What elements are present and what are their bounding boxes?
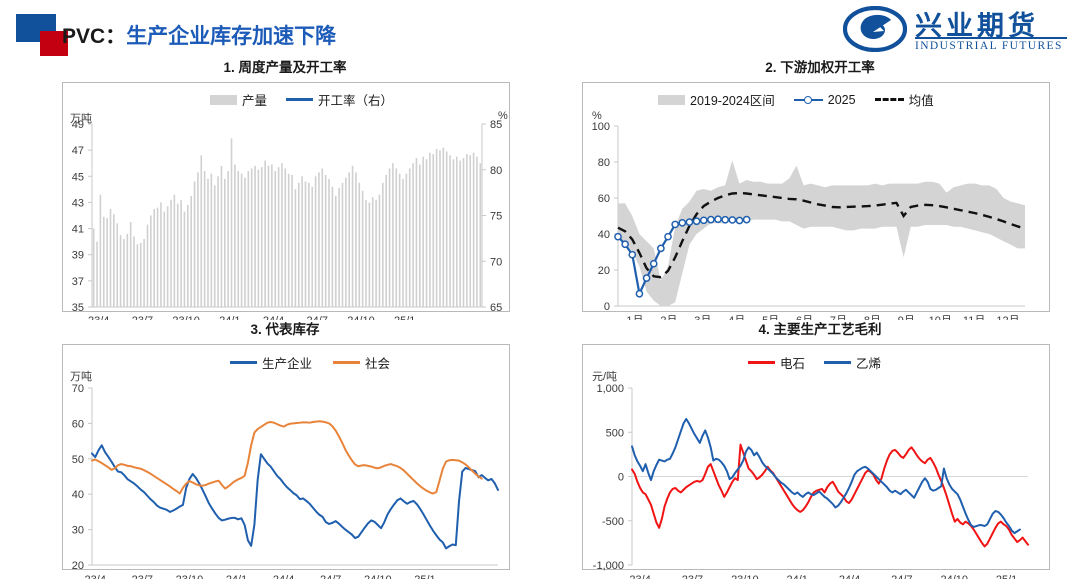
- legend-swatch-band-icon: [658, 94, 685, 105]
- chart-4-xtick: 23/10: [731, 574, 759, 579]
- chart-3-xtick: 24/7: [320, 574, 341, 579]
- chart-4-y-unit: 元/吨: [592, 371, 618, 383]
- chart-2-y-unit: %: [592, 110, 602, 122]
- chart-panel-2: 2. 下游加权开工率 2019-2024区间 2025 均值 % 0 20 40 60…: [570, 58, 1070, 320]
- chart-4-xtick: 24/4: [839, 574, 860, 579]
- legend-swatch-producer-icon: [230, 361, 257, 364]
- legend-item-social: 社会: [333, 353, 390, 372]
- legend-item-mean: 均值: [874, 90, 934, 109]
- chart-panel-3: 3. 代表库存 生产企业 社会 万吨 20304050607023/423/72…: [30, 320, 540, 579]
- chart-4-title: 4. 主要生产工艺毛利: [758, 322, 882, 337]
- chart-4-legend: 电石 乙烯: [748, 353, 881, 372]
- logo-english-name: INDUSTRIAL FUTURES: [915, 40, 1063, 52]
- legend-swatch-bar-icon: [210, 94, 237, 105]
- chart-3-xtick: 24/4: [273, 574, 294, 579]
- legend-label-social: 社会: [365, 357, 391, 371]
- chart-4-xtick: 24/1: [786, 574, 807, 579]
- legend-swatch-dashed-icon: [874, 98, 904, 101]
- legend-label-mean: 均值: [908, 94, 934, 108]
- chart-4-xtick: 24/7: [891, 574, 912, 579]
- company-logo: 兴业期货 INDUSTRIAL FUTURES: [843, 4, 1068, 56]
- chart-4-xtick: 23/4: [629, 574, 650, 579]
- chart-2-legend: 2019-2024区间 2025 均值: [658, 90, 934, 109]
- legend-label-2025: 2025: [827, 92, 856, 107]
- legend-label-rate: 开工率（右）: [318, 94, 394, 108]
- chart-3-y-unit: 万吨: [70, 371, 92, 383]
- legend-item-carbide: 电石: [748, 353, 805, 372]
- legend-swatch-social-icon: [333, 361, 361, 364]
- page-header: PVC：生产企业库存加速下降 兴业期货 INDUSTRIAL FUTURES: [0, 0, 1080, 58]
- page-title: PVC：生产企业库存加速下降: [62, 20, 336, 50]
- chart-1-y-unit-right: %: [498, 110, 508, 122]
- legend-item-range: 2019-2024区间: [658, 90, 775, 109]
- legend-label-carbide: 电石: [780, 357, 806, 371]
- chart-3-xtick: 25/1: [414, 574, 435, 579]
- logo-chinese-name: 兴业期货: [915, 11, 1039, 42]
- chart-3-title: 3. 代表库存: [250, 322, 320, 337]
- chart-3-xtick: 23/7: [132, 574, 153, 579]
- legend-item-2025: 2025: [793, 92, 856, 107]
- chart-4-xtick: 25/1: [996, 574, 1017, 579]
- chart-1-title: 1. 周度产量及开工率: [223, 60, 347, 75]
- chart-1-y-unit-left: 万吨: [70, 113, 92, 125]
- chart-4-xtick: 23/7: [682, 574, 703, 579]
- legend-swatch-carbide-icon: [748, 361, 775, 364]
- chart-1-legend: 产量 开工率（右）: [210, 90, 393, 109]
- chart-panel-4: 4. 主要生产工艺毛利 电石 乙烯 元/吨 -1,000 -500 0 500 1,00…: [570, 320, 1070, 579]
- legend-swatch-line-icon: [286, 98, 314, 101]
- legend-label-producer: 生产企业: [262, 357, 313, 371]
- legend-label-output: 产量: [242, 94, 268, 108]
- legend-swatch-ethylene-icon: [824, 361, 852, 364]
- page-title-prefix: PVC：: [62, 25, 127, 48]
- page-title-main: 生产企业库存加速下降: [126, 25, 337, 48]
- legend-item-ethylene: 乙烯: [824, 353, 881, 372]
- chart-3-xtick: 23/4: [85, 574, 106, 579]
- chart-2-title: 2. 下游加权开工率: [765, 60, 875, 75]
- chart-3-legend: 生产企业 社会: [230, 353, 390, 372]
- header-mark-red: [40, 31, 68, 56]
- chart-4-frame: [582, 344, 1050, 570]
- chart-3-xtick: 23/10: [176, 574, 204, 579]
- chart-3-frame: [62, 344, 510, 570]
- legend-swatch-marker-icon: [793, 95, 823, 105]
- chart-3-xtick: 24/1: [226, 574, 247, 579]
- legend-item-output: 产量: [210, 90, 267, 109]
- legend-label-range: 2019-2024区间: [690, 94, 775, 108]
- chart-panel-1: 1. 周度产量及开工率 产量 开工率（右） 万吨 % 35 37 39 41 43 45 4…: [30, 58, 540, 320]
- logo-swirl-icon: [843, 6, 907, 52]
- chart-2-frame: [582, 82, 1050, 312]
- legend-item-rate: 开工率（右）: [286, 90, 393, 109]
- legend-item-producer: 生产企业: [230, 353, 312, 372]
- legend-label-ethylene: 乙烯: [856, 357, 882, 371]
- chart-4-xtick: 24/10: [940, 574, 968, 579]
- chart-1-frame: [62, 82, 510, 312]
- logo-divider: [915, 37, 1067, 39]
- chart-3-xtick: 24/10: [364, 574, 392, 579]
